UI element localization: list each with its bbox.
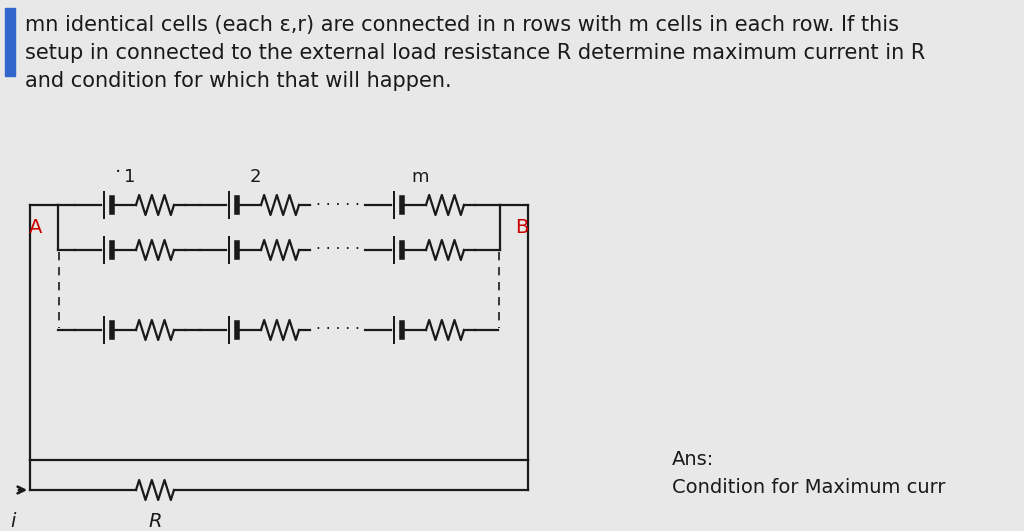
- Text: · · · · ·: · · · · ·: [315, 243, 359, 258]
- Text: 1: 1: [124, 168, 136, 186]
- Text: i: i: [10, 512, 15, 531]
- Text: 2: 2: [249, 168, 261, 186]
- Bar: [5, 8, 15, 76]
- Text: Ans:: Ans:: [672, 450, 715, 469]
- Text: mn identical cells (each ε,r) are connected in n rows with m cells in each row. : mn identical cells (each ε,r) are connec…: [25, 15, 899, 35]
- Text: B: B: [515, 218, 528, 237]
- Text: Condition for Maximum curr: Condition for Maximum curr: [672, 478, 945, 497]
- Text: R: R: [148, 512, 162, 531]
- Text: A: A: [30, 218, 43, 237]
- Text: ·: ·: [115, 164, 121, 183]
- Text: and condition for which that will happen.: and condition for which that will happen…: [25, 71, 452, 91]
- Text: · · · · ·: · · · · ·: [315, 322, 359, 338]
- Text: · · · · ·: · · · · ·: [315, 198, 359, 212]
- Text: setup in connected to the external load resistance R determine maximum current i: setup in connected to the external load …: [25, 43, 926, 63]
- Text: m: m: [412, 168, 429, 186]
